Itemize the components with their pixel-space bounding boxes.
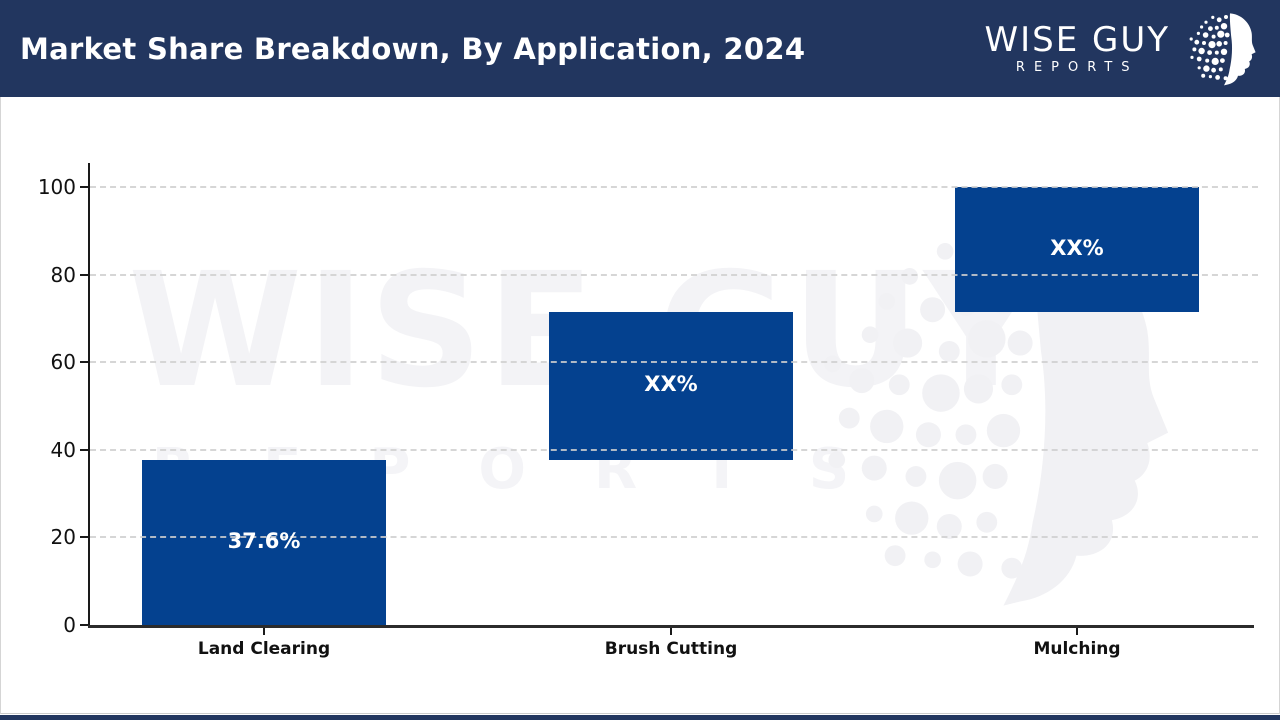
gridline-40 <box>90 448 1258 451</box>
bar-value-label-2: XX% <box>1050 235 1104 260</box>
y-tick-label-40: 40 <box>50 437 76 462</box>
y-tick-0 <box>80 624 88 626</box>
wiseguy-logo: WISE GUY REPORTS <box>984 6 1258 92</box>
logo-subtitle: REPORTS <box>1015 59 1139 75</box>
y-tick-label-0: 0 <box>63 613 76 637</box>
y-tick-label-100: 100 <box>37 175 76 199</box>
x-tick-0 <box>263 628 265 635</box>
footer-bar <box>0 715 1280 720</box>
y-tick-40 <box>80 448 88 451</box>
y-axis-line <box>88 163 90 627</box>
y-tick-label-80: 80 <box>50 262 76 287</box>
gridline-20 <box>90 536 1258 539</box>
y-tick-100 <box>80 186 88 188</box>
logo-face-icon <box>1176 6 1258 92</box>
y-tick-label-20: 20 <box>50 525 76 550</box>
bar-value-label-1: XX% <box>644 372 698 397</box>
x-category-label-2: Mulching <box>1033 639 1121 659</box>
logo-wordmark: WISE GUY <box>984 19 1170 60</box>
gridline-80 <box>90 273 1258 276</box>
x-tick-2 <box>1076 628 1078 635</box>
bar-value-label-0: 37.6% <box>227 528 301 553</box>
x-tick-1 <box>670 628 672 635</box>
y-tick-80 <box>80 273 88 276</box>
x-category-label-0: Land Clearing <box>197 639 331 659</box>
gridline-100 <box>90 186 1258 188</box>
header: Market Share Breakdown, By Application, … <box>0 0 1280 97</box>
bar-0 <box>142 460 386 625</box>
y-tick-60 <box>80 361 88 364</box>
gridline-60 <box>90 361 1258 364</box>
logo-text: WISE GUY REPORTS <box>984 23 1170 75</box>
x-category-label-1: Brush Cutting <box>604 639 738 659</box>
watermark-face-icon <box>752 218 1182 614</box>
x-axis-line <box>88 625 1254 628</box>
y-tick-label-60: 60 <box>50 350 76 375</box>
bar-1 <box>549 312 793 461</box>
page-title: Market Share Breakdown, By Application, … <box>20 31 806 66</box>
y-tick-20 <box>80 536 88 539</box>
bar-2 <box>955 187 1199 313</box>
